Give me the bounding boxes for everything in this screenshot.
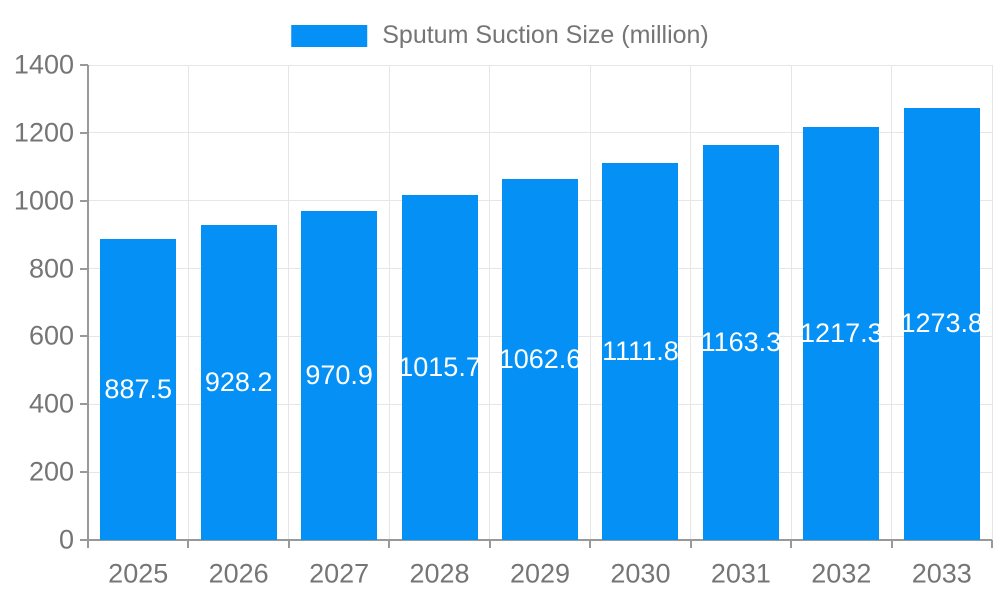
x-gridline	[991, 65, 993, 540]
x-tick	[488, 540, 491, 548]
bar[interactable]: 1273.8	[900, 107, 983, 540]
x-tick	[991, 540, 993, 548]
bar[interactable]: 887.5	[100, 238, 177, 540]
bar[interactable]: 1062.6	[499, 179, 581, 540]
x-tick-label: 2033	[911, 558, 972, 589]
legend-item[interactable]: Sputum Suction Size (million)	[291, 21, 709, 50]
bar[interactable]: 1217.3	[800, 126, 883, 540]
x-tick	[890, 540, 893, 548]
x-gridline	[187, 65, 189, 540]
y-tick-label: 600	[28, 320, 74, 351]
y-tick	[80, 131, 88, 134]
x-tick	[689, 540, 692, 548]
x-tick	[589, 540, 592, 548]
y-tick	[80, 539, 88, 541]
x-tick-label: 2032	[811, 558, 872, 589]
bar-value-label: 1015.7	[398, 352, 481, 383]
bar[interactable]: 1111.8	[602, 162, 679, 540]
x-gridline	[388, 65, 390, 540]
x-gridline	[891, 65, 893, 540]
y-tick-label: 0	[58, 524, 74, 555]
x-tick-label: 2027	[309, 558, 370, 589]
y-tick	[80, 199, 88, 202]
x-gridline	[589, 65, 591, 540]
x-tick-label: 2025	[108, 558, 169, 589]
bar[interactable]: 1163.3	[700, 145, 782, 540]
bar-value-label: 928.2	[204, 367, 273, 398]
x-tick-label: 2030	[610, 558, 671, 589]
x-tick-label: 2031	[710, 558, 771, 589]
y-tick-label: 800	[28, 253, 74, 284]
bar-value-label: 1163.3	[700, 327, 782, 358]
y-tick-label: 1200	[13, 117, 74, 148]
bar-value-label: 1111.8	[602, 335, 679, 366]
bar-value-label: 970.9	[305, 359, 373, 390]
x-tick	[287, 540, 290, 548]
x-tick-label: 2029	[509, 558, 571, 589]
x-gridline	[690, 65, 692, 540]
legend-label: Sputum Suction Size (million)	[382, 21, 709, 49]
y-tick	[80, 403, 88, 406]
bar[interactable]: 928.2	[200, 225, 277, 540]
y-tick	[80, 64, 88, 66]
y-tick	[80, 335, 88, 338]
bar[interactable]: 1015.7	[398, 195, 481, 540]
x-tick-label: 2026	[208, 558, 269, 589]
y-gridline	[88, 132, 992, 134]
x-tick	[187, 540, 190, 548]
bar-value-label: 1062.6	[498, 344, 582, 375]
y-tick	[80, 471, 88, 474]
bar[interactable]: 970.9	[301, 210, 378, 540]
y-axis-line	[87, 65, 89, 540]
x-tick	[388, 540, 391, 548]
x-tick-label: 2028	[409, 558, 470, 589]
bar-value-label: 1273.8	[900, 308, 984, 339]
y-tick-label: 1000	[13, 185, 74, 216]
x-gridline	[790, 65, 792, 540]
bar-value-label: 887.5	[104, 373, 172, 404]
x-axis-line	[88, 539, 992, 541]
x-gridline	[288, 65, 290, 540]
legend-swatch	[291, 24, 368, 47]
x-tick	[790, 540, 793, 548]
x-gridline	[489, 65, 491, 540]
bar-value-label: 1217.3	[800, 317, 883, 348]
x-tick	[87, 540, 89, 548]
y-tick-label: 1400	[13, 49, 74, 80]
y-tick	[80, 267, 88, 270]
y-tick-label: 200	[28, 456, 74, 487]
y-gridline	[88, 64, 992, 66]
y-tick-label: 400	[28, 388, 74, 419]
